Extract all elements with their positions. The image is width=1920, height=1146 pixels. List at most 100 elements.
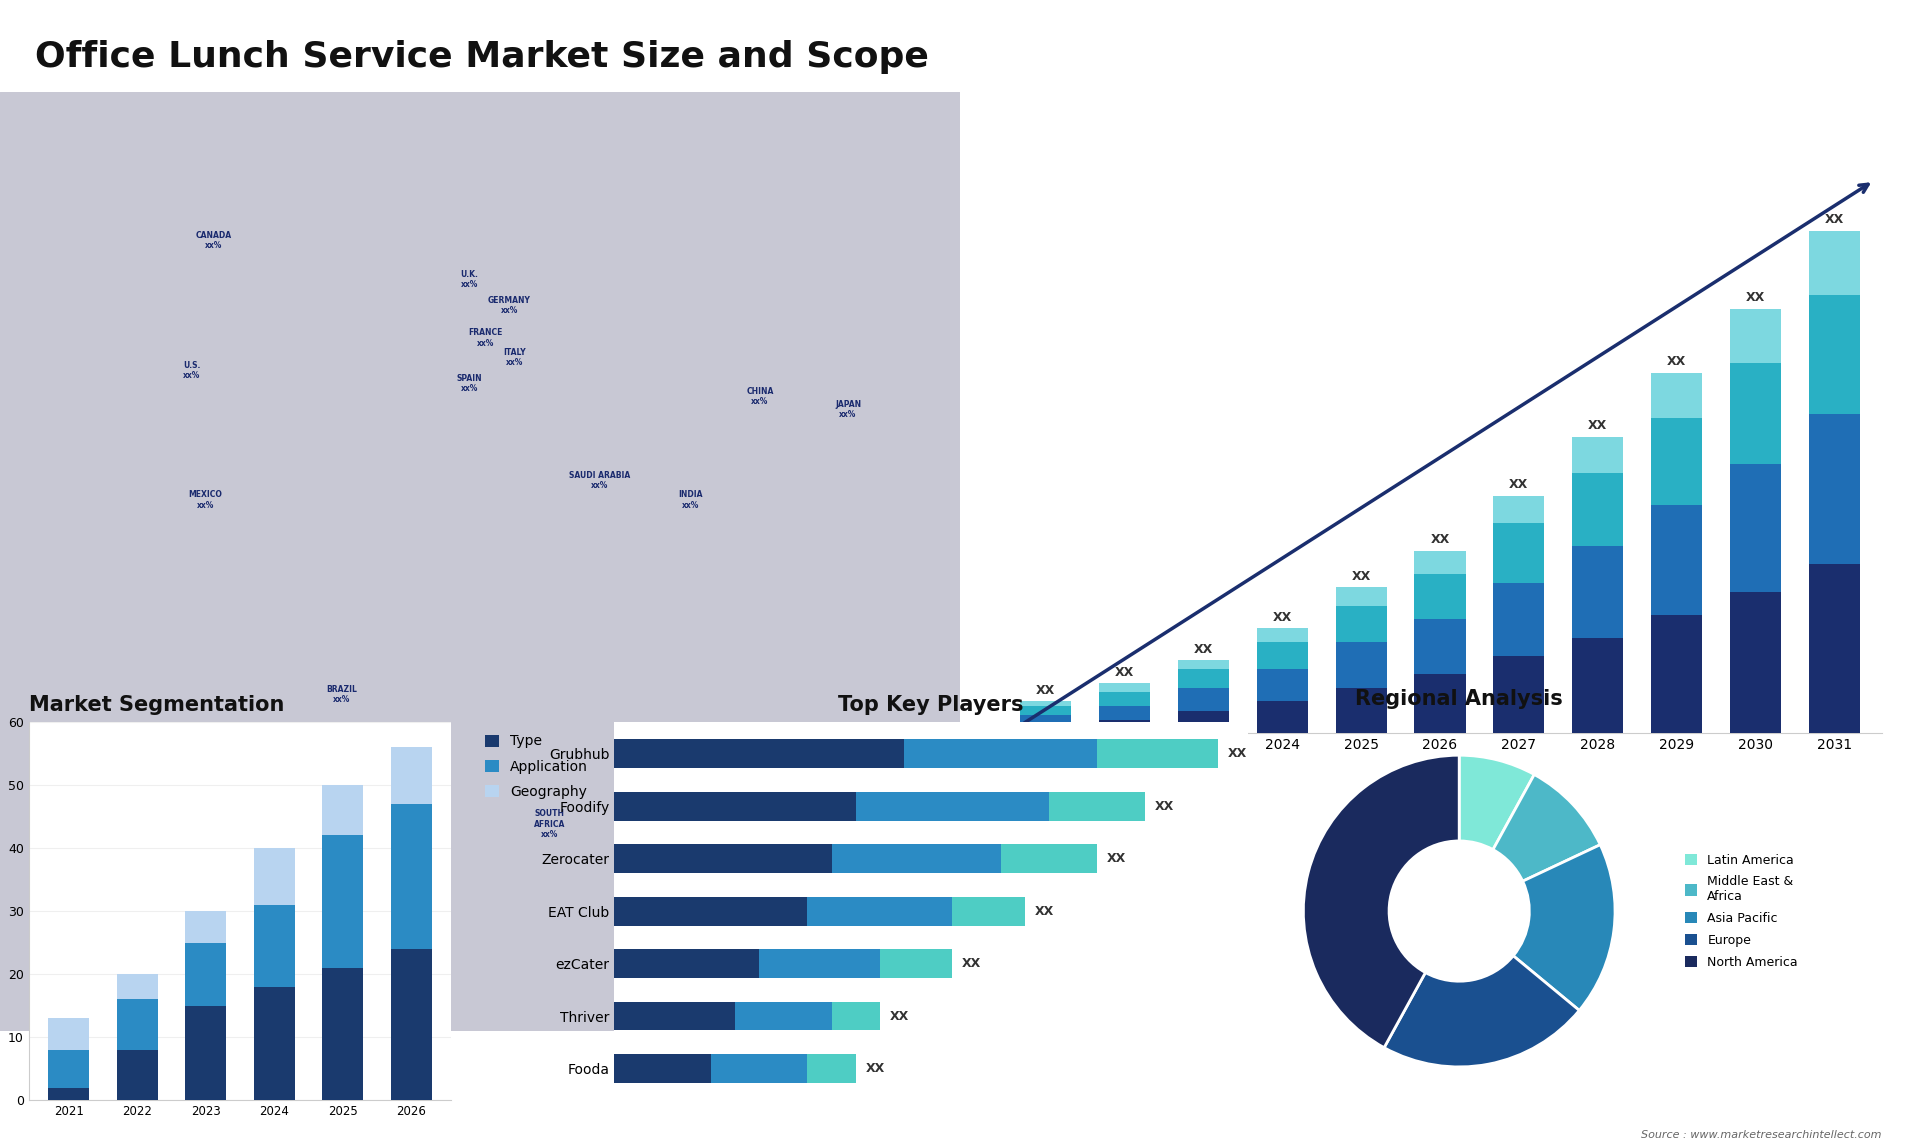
Bar: [710, 1054, 808, 1083]
Text: XX: XX: [962, 957, 981, 970]
Bar: [1258, 669, 1308, 701]
Bar: [1415, 619, 1465, 674]
Bar: [1651, 418, 1703, 505]
Bar: [1494, 496, 1544, 524]
Bar: [392, 949, 432, 1100]
Bar: [1020, 724, 1071, 733]
Bar: [952, 896, 1025, 926]
Text: XX: XX: [1273, 611, 1292, 623]
Text: BRAZIL
xx%: BRAZIL xx%: [326, 684, 357, 704]
Text: U.K.
xx%: U.K. xx%: [461, 270, 478, 289]
Bar: [831, 845, 1000, 873]
Bar: [1651, 614, 1703, 733]
Bar: [323, 785, 363, 835]
Bar: [808, 896, 952, 926]
Bar: [48, 1018, 88, 1050]
Title: Regional Analysis: Regional Analysis: [1356, 689, 1563, 709]
Bar: [1048, 792, 1146, 821]
Bar: [1096, 739, 1217, 768]
Bar: [1098, 692, 1150, 706]
Bar: [1098, 706, 1150, 720]
Wedge shape: [1494, 775, 1599, 881]
Legend: Latin America, Middle East &
Africa, Asia Pacific, Europe, North America: Latin America, Middle East & Africa, Asi…: [1680, 848, 1803, 974]
Bar: [184, 942, 227, 1006]
Text: Office Lunch Service Market Size and Scope: Office Lunch Service Market Size and Sco…: [35, 40, 929, 74]
Bar: [735, 1002, 831, 1030]
Text: XX: XX: [1588, 419, 1607, 432]
Bar: [1572, 637, 1622, 733]
Bar: [253, 987, 296, 1100]
Bar: [1098, 683, 1150, 692]
Bar: [614, 739, 904, 768]
Bar: [117, 974, 157, 999]
Text: ITALY
xx%: ITALY xx%: [503, 347, 526, 367]
Text: XX: XX: [889, 1010, 908, 1022]
Text: JAPAN
xx%: JAPAN xx%: [835, 400, 860, 419]
Text: XX: XX: [1430, 533, 1450, 547]
Text: XX: XX: [1106, 853, 1125, 865]
Bar: [392, 747, 432, 804]
Bar: [1809, 231, 1860, 295]
Text: XX: XX: [1352, 570, 1371, 582]
Bar: [1336, 587, 1386, 605]
Bar: [184, 1006, 227, 1100]
Text: XX: XX: [1824, 213, 1843, 227]
Text: XX: XX: [1509, 478, 1528, 492]
Wedge shape: [1459, 755, 1534, 849]
Bar: [614, 949, 758, 978]
Bar: [808, 1054, 856, 1083]
Bar: [1415, 674, 1465, 733]
Text: XX: XX: [1667, 355, 1686, 368]
Bar: [1020, 701, 1071, 706]
Bar: [1730, 308, 1782, 363]
Bar: [1572, 547, 1622, 637]
Wedge shape: [1384, 956, 1580, 1067]
Text: SPAIN
xx%: SPAIN xx%: [457, 374, 482, 393]
Text: MARKET
RESEARCH
INTELLECT: MARKET RESEARCH INTELLECT: [1803, 65, 1864, 101]
Bar: [48, 1050, 88, 1088]
Bar: [1809, 565, 1860, 733]
Bar: [1336, 605, 1386, 642]
Bar: [831, 1002, 879, 1030]
Bar: [614, 845, 831, 873]
Bar: [614, 896, 808, 926]
Bar: [614, 792, 856, 821]
Legend: Type, Application, Geography: Type, Application, Geography: [480, 729, 593, 804]
Bar: [1572, 473, 1622, 547]
Bar: [904, 739, 1096, 768]
Text: XX: XX: [1156, 800, 1175, 813]
Bar: [1572, 437, 1622, 473]
Bar: [323, 967, 363, 1100]
Bar: [1730, 591, 1782, 733]
Bar: [1730, 363, 1782, 464]
Text: FRANCE
xx%: FRANCE xx%: [468, 328, 503, 347]
Text: XX: XX: [1116, 666, 1135, 678]
Text: SOUTH
AFRICA
xx%: SOUTH AFRICA xx%: [534, 809, 564, 839]
Text: XX: XX: [1194, 643, 1213, 656]
Bar: [1258, 701, 1308, 733]
Bar: [1415, 551, 1465, 573]
Text: Source : www.marketresearchintellect.com: Source : www.marketresearchintellect.com: [1642, 1130, 1882, 1140]
Bar: [1730, 464, 1782, 591]
Bar: [1098, 720, 1150, 733]
Bar: [1809, 414, 1860, 565]
Bar: [879, 949, 952, 978]
Bar: [1336, 688, 1386, 733]
Wedge shape: [1304, 755, 1459, 1047]
Bar: [184, 911, 227, 942]
Bar: [1000, 845, 1096, 873]
Text: CANADA
xx%: CANADA xx%: [196, 231, 232, 251]
Bar: [117, 1050, 157, 1100]
Bar: [1258, 642, 1308, 669]
Text: GERMANY
xx%: GERMANY xx%: [488, 296, 530, 315]
Text: INDIA
xx%: INDIA xx%: [678, 490, 703, 510]
Bar: [48, 1088, 88, 1100]
Text: XX: XX: [866, 1062, 885, 1075]
Text: ARGENTINA
xx%: ARGENTINA xx%: [282, 860, 332, 879]
Bar: [1177, 660, 1229, 669]
Bar: [1258, 628, 1308, 642]
Bar: [392, 804, 432, 949]
Bar: [614, 1002, 735, 1030]
Bar: [323, 835, 363, 967]
Bar: [614, 1054, 710, 1083]
